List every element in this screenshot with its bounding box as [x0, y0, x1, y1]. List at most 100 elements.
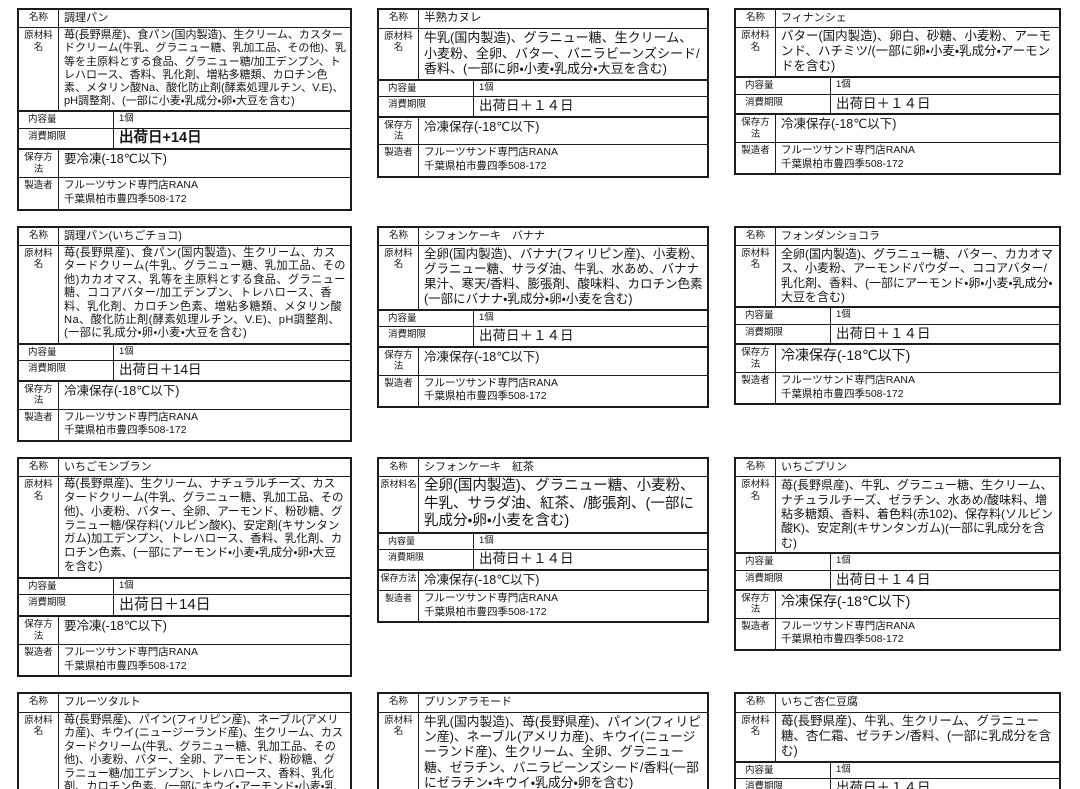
expiry-field-label: 消費期限	[19, 361, 114, 380]
product-name: いちごプリン	[781, 460, 847, 473]
name-row: 名称 シフォンケーキ 紅茶	[379, 458, 707, 477]
storage-value: 冷凍保存(-18℃以下)	[424, 119, 540, 134]
amount-value: 1個	[479, 311, 494, 323]
name-field-label: 名称	[736, 227, 776, 245]
ingredients-text: 全卵(国内製造)、グラニュー糖、小麦粉、牛乳、サラダ油、紅茶、/膨張剤、(一部に…	[424, 478, 695, 529]
ingredients-text: 苺(長野県産)、牛乳、生クリーム、グラニュー糖、杏仁霜、ゼラチン/香料、(一部に…	[781, 713, 1052, 758]
expiry-row: 消費期限 出荷日＋１４日	[736, 323, 1059, 344]
amount-row: 内容量 1個	[19, 342, 350, 361]
ingredients-row: 原材料名 苺(長野県産)、牛乳、生クリーム、グラニュー糖、杏仁霜、ゼラチン/香料…	[736, 711, 1059, 761]
food-label-table: 名称 調理パン(いちごチョコ) 原材料名 苺(長野県産)、食パン(国内製造)、生…	[17, 225, 352, 442]
name-field-label: 名称	[19, 227, 59, 245]
expiry-row: 消費期限 出荷日＋14日	[19, 360, 350, 380]
expiry-row: 消費期限 出荷日＋１４日	[736, 93, 1059, 114]
expiry-field-label: 消費期限	[736, 570, 831, 590]
ingredients-text: 苺(長野県産)、生クリーム、ナチュラルチーズ、カスタードクリーム(牛乳、グラニュ…	[64, 478, 344, 573]
amount-row: 内容量 1個	[736, 552, 1059, 570]
product-name: フィナンシェ	[781, 12, 847, 24]
amount-field-label: 内容量	[19, 578, 114, 595]
ingredients-field-label: 原材料名	[736, 712, 776, 761]
name-field-label: 名称	[736, 458, 776, 477]
food-label-table: 名称 フルーツタルト 原材料名 苺(長野県産)、パイン(フィリピン産)、ネーブル…	[17, 692, 352, 789]
manufacturer-row: 製造者 フルーツサンド専門店RANA 千葉県柏市豊四季508-172	[379, 589, 707, 622]
product-name: 調理パン(いちごチョコ)	[64, 229, 182, 242]
manufacturer-value: フルーツサンド専門店RANA 千葉県柏市豊四季508-172	[424, 591, 558, 618]
food-label-table: 名称 シフォンケーキ バナナ 原材料名 全卵(国内製造)、バナナ(フィリピン産)…	[377, 225, 709, 408]
ingredients-row: 原材料名 全卵(国内製造)、グラニュー糖、小麦粉、牛乳、サラダ油、紅茶、/膨張剤…	[379, 476, 707, 533]
food-label-table: 名称 調理パン 原材料名 苺(長野県産)、食パン(国内製造)、生クリーム、カスタ…	[17, 8, 352, 211]
name-row: 名称 フルーツタルト	[19, 694, 350, 712]
storage-field-label: 保存方法	[19, 381, 59, 409]
name-field-label: 名称	[379, 694, 419, 712]
name-row: 名称 調理パン(いちごチョコ)	[19, 227, 350, 245]
ingredients-field-label: 原材料名	[736, 477, 776, 553]
storage-field-label: 保存方法	[736, 115, 776, 142]
name-row: 名称 シフォンケーキ バナナ	[379, 227, 707, 245]
amount-field-label: 内容量	[736, 762, 831, 779]
product-name: いちごモンブラン	[64, 460, 152, 473]
name-row: 名称 いちご杏仁豆腐	[736, 694, 1059, 712]
food-label-table: 名称 いちごプリン 原材料名 苺(長野県産)、牛乳、グラニュー糖、生クリーム、ナ…	[734, 456, 1061, 652]
name-row: 名称 いちごプリン	[736, 458, 1059, 477]
ingredients-row: 原材料名 バター(国内製造)、卵白、砂糖、小麦粉、アーモンド、ハチミツ/(一部に…	[736, 27, 1059, 77]
storage-value: 要冷凍(-18℃以下)	[64, 619, 167, 634]
ingredients-row: 原材料名 苺(長野県産)、食パン(国内製造)、生クリーム、カスタードクリーム(牛…	[19, 27, 350, 111]
expiry-value: 出荷日＋１４日	[836, 95, 931, 111]
name-field-label: 名称	[379, 227, 419, 245]
food-label-table: 名称 半熟カヌレ 原材料名 牛乳(国内製造)、グラニュー糖、生クリーム、小麦粉、…	[377, 8, 709, 178]
expiry-field-label: 消費期限	[736, 779, 831, 789]
food-label-table: 名称 フォンダンショコラ 原材料名 全卵(国内製造)、グラニュー糖、バター、カカ…	[734, 225, 1061, 406]
amount-value: 1個	[479, 81, 494, 93]
ingredients-field-label: 原材料名	[736, 245, 776, 307]
amount-row: 内容量 1個	[379, 308, 707, 327]
product-name: 半熟カヌレ	[424, 12, 482, 24]
name-row: 名称 プリンアラモード	[379, 694, 707, 712]
product-name: フォンダンショコラ	[781, 229, 880, 242]
expiry-row: 消費期限 出荷日＋１４日	[379, 549, 707, 569]
expiry-value: 出荷日＋14日	[119, 596, 211, 614]
amount-value: 1個	[119, 345, 134, 357]
manufacturer-row: 製造者 フルーツサンド専門店RANA 千葉県柏市豊四季508-172	[19, 177, 350, 209]
ingredients-row: 原材料名 苺(長野県産)、牛乳、グラニュー糖、生クリーム、ナチュラルチーズ、ゼラ…	[736, 476, 1059, 553]
name-field-label: 名称	[19, 10, 59, 28]
amount-field-label: 内容量	[379, 80, 474, 97]
name-row: 名称 フィナンシェ	[736, 10, 1059, 28]
expiry-row: 消費期限 出荷日＋１４日	[736, 778, 1059, 789]
expiry-row: 消費期限 出荷日＋１４日	[379, 96, 707, 116]
manufacturer-field-label: 製造者	[19, 409, 59, 440]
ingredients-field-label: 原材料名	[379, 245, 419, 309]
storage-row: 保存方法 冷凍保存(-18℃以下)	[736, 589, 1059, 618]
food-label-table: 名称 いちご杏仁豆腐 原材料名 苺(長野県産)、牛乳、生クリーム、グラニュー糖、…	[734, 692, 1061, 789]
ingredients-text: 苺(長野県産)、食パン(国内製造)、生クリーム、カスタードクリーム(牛乳、グラニ…	[64, 29, 346, 108]
ingredients-field-label: 原材料名	[379, 477, 419, 533]
storage-value: 冷凍保存(-18℃以下)	[781, 347, 911, 364]
ingredients-row: 原材料名 牛乳(国内製造)、グラニュー糖、生クリーム、小麦粉、全卵、バター、バニ…	[379, 27, 707, 79]
amount-row: 内容量 1個	[379, 532, 707, 550]
manufacturer-value: フルーツサンド専門店RANA 千葉県柏市豊四季508-172	[424, 376, 558, 403]
storage-field-label: 保存方法	[19, 150, 59, 178]
expiry-value: 出荷日＋１４日	[479, 551, 574, 567]
expiry-row: 消費期限 出荷日＋１４日	[379, 326, 707, 346]
expiry-value: 出荷日＋１４日	[479, 328, 574, 344]
storage-field-label: 保存方法	[736, 591, 776, 618]
ingredients-row: 原材料名 全卵(国内製造)、グラニュー糖、バター、カカオマス、小麦粉、アーモンド…	[736, 244, 1059, 307]
manufacturer-row: 製造者 フルーツサンド専門店RANA 千葉県柏市豊四季508-172	[736, 372, 1059, 404]
storage-field-label: 保存方法	[379, 570, 419, 590]
ingredients-field-label: 原材料名	[19, 28, 59, 111]
ingredients-text: 牛乳(国内製造)、グラニュー糖、生クリーム、小麦粉、全卵、バター、バニラビーンズ…	[424, 29, 700, 77]
product-name: シフォンケーキ バナナ	[424, 229, 545, 242]
storage-field-label: 保存方法	[736, 345, 776, 373]
storage-field-label: 保存方法	[379, 117, 419, 145]
manufacturer-value: フルーツサンド専門店RANA 千葉県柏市豊四季508-172	[781, 374, 915, 400]
amount-value: 1個	[479, 535, 494, 547]
storage-value: 冷凍保存(-18℃以下)	[781, 117, 897, 132]
ingredients-text: 全卵(国内製造)、バナナ(フィリピン産)、小麦粉、グラニュー糖、サラダ油、牛乳、…	[424, 246, 703, 306]
name-row: 名称 調理パン	[19, 10, 350, 28]
ingredients-field-label: 原材料名	[19, 245, 59, 343]
manufacturer-row: 製造者 フルーツサンド専門店RANA 千葉県柏市豊四季508-172	[736, 141, 1059, 174]
product-name: フルーツタルト	[64, 696, 141, 709]
manufacturer-field-label: 製造者	[736, 373, 776, 404]
name-row: 名称 半熟カヌレ	[379, 10, 707, 28]
manufacturer-row: 製造者 フルーツサンド専門店RANA 千葉県柏市豊四季508-172	[19, 408, 350, 440]
